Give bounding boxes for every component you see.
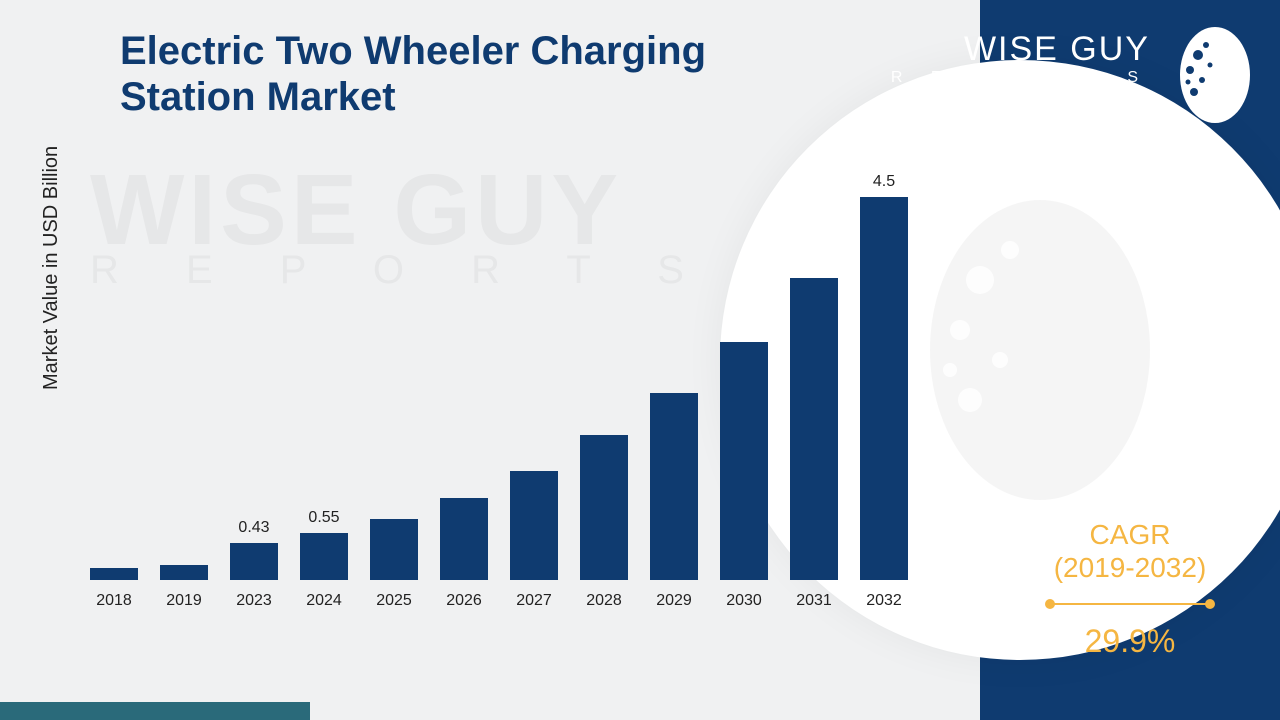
y-axis-label: Market Value in USD Billion [40,146,63,390]
x-tick-label: 2029 [656,592,692,610]
bar-chart: 0.430.554.5 2018201920232024202520262027… [80,180,920,610]
bar [860,197,908,580]
cagr-label: CAGR (2019-2032) [1020,518,1240,585]
bar [160,565,208,580]
x-tick-label: 2032 [866,592,902,610]
x-tick-label: 2026 [446,592,482,610]
bar [370,519,418,580]
x-tick-label: 2030 [726,592,762,610]
bar [790,278,838,580]
logo-line1: WISE GUY [891,30,1150,69]
bar [230,543,278,580]
plot-area: 0.430.554.5 [80,180,920,580]
footer-bar [0,702,310,720]
bar-value-label: 0.43 [224,519,284,537]
x-tick-label: 2018 [96,592,132,610]
logo-head-icon [1160,20,1250,130]
bar-value-label: 0.55 [294,509,354,527]
bar [720,342,768,580]
x-tick-label: 2027 [516,592,552,610]
x-tick-label: 2028 [586,592,622,610]
bar [510,471,558,580]
x-tick-label: 2031 [796,592,832,610]
x-tick-label: 2025 [376,592,412,610]
bar [440,498,488,580]
cagr-divider [1050,603,1210,605]
x-tick-label: 2024 [306,592,342,610]
x-tick-label: 2019 [166,592,202,610]
cagr-value: 29.9% [1020,623,1240,660]
bar [580,435,628,580]
cagr-box: CAGR (2019-2032) 29.9% [1020,518,1240,660]
bar [90,568,138,580]
bar [300,533,348,580]
bar [650,393,698,580]
x-tick-label: 2023 [236,592,272,610]
logo-text: WISE GUY R E P O R T S [891,30,1150,87]
chart-title: Electric Two Wheeler Charging Station Ma… [120,28,840,120]
bar-value-label: 4.5 [854,173,914,191]
canvas: WISE GUY R E P O R T S Electric Two Whee… [0,0,1280,720]
logo-line2: R E P O R T S [891,69,1150,87]
